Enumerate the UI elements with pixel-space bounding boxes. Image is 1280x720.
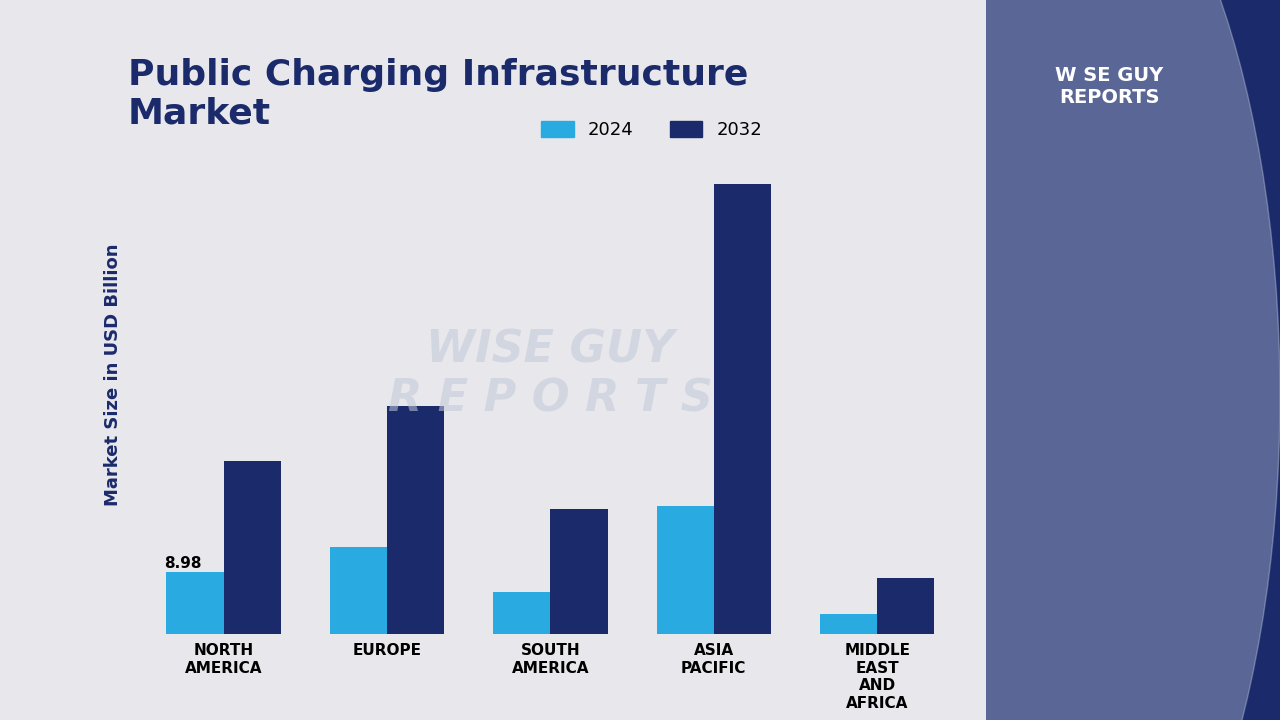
Y-axis label: Market Size in USD Billion: Market Size in USD Billion [105,243,123,505]
Legend: 2024, 2032: 2024, 2032 [534,114,769,147]
Circle shape [780,0,1280,720]
Text: W SE GUY
REPORTS: W SE GUY REPORTS [1055,66,1164,107]
Bar [820,614,877,634]
Text: Public Charging Infrastructure
Market: Public Charging Infrastructure Market [128,58,749,131]
Bar [493,592,550,634]
Bar [387,405,444,634]
Bar [224,461,280,634]
Bar [550,509,608,634]
Bar [330,547,387,634]
Text: WISE GUY
R E P O R T S: WISE GUY R E P O R T S [388,328,713,420]
Bar [166,572,224,634]
Bar [877,578,934,634]
Bar [657,505,714,634]
Text: 8.98: 8.98 [164,556,201,571]
Bar [714,184,771,634]
